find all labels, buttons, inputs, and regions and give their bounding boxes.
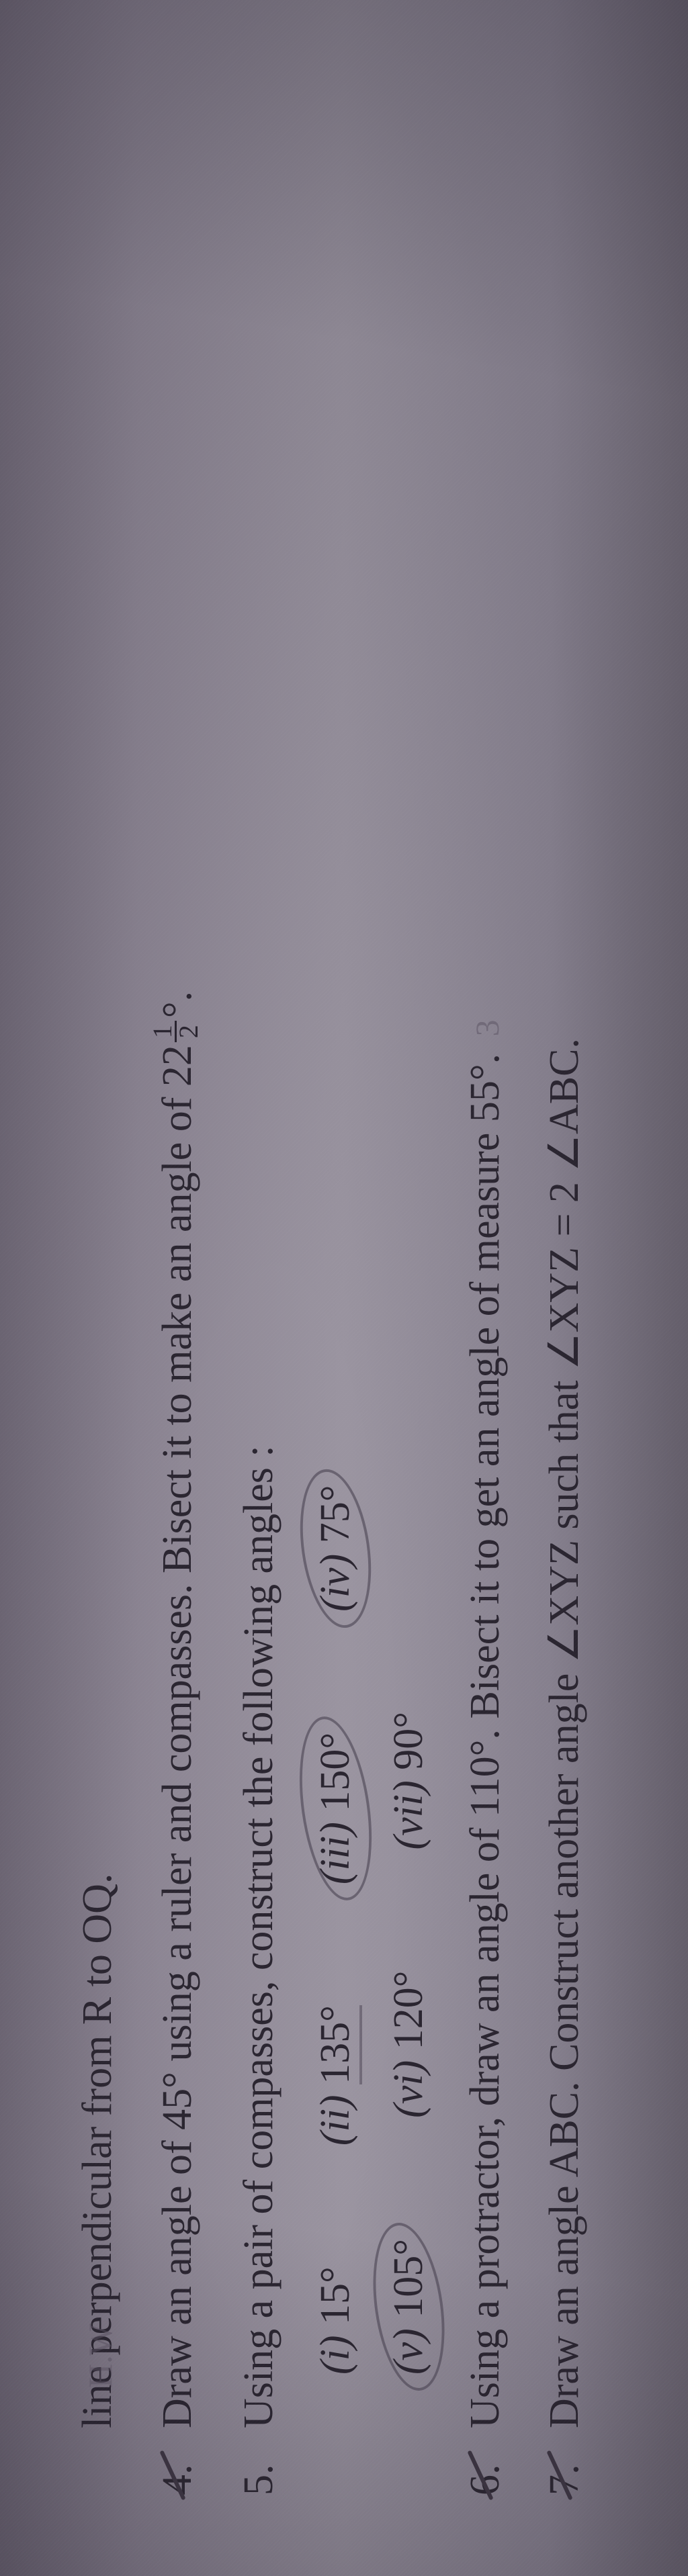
opt-val: 135° bbox=[312, 2005, 358, 2084]
q5-opt-iv: (iv) 75° bbox=[312, 1485, 359, 1612]
q6-number: 6. bbox=[458, 2428, 513, 2495]
question-6: 6. Using a protractor, draw an angle of … bbox=[458, 81, 513, 2495]
opt-label: (ii) bbox=[312, 2095, 358, 2146]
intro-text: line perpendicular from R to OQ. bbox=[71, 81, 125, 2428]
q4-text-b: °. bbox=[155, 991, 200, 1018]
q4-number: 4. bbox=[150, 2428, 205, 2495]
q4-fraction: 12 bbox=[150, 1021, 201, 1042]
q5-options-row1: (i) 15° (ii) 135° (iii) 150° (iv) 75° bbox=[312, 81, 359, 2375]
q5-opt-i: (i) 15° bbox=[312, 2266, 359, 2375]
intro-line: line perpendicular from R to OQ. bbox=[71, 81, 125, 2495]
pencil-scribble-end6: 3 bbox=[468, 1019, 506, 1036]
opt-val: 105° bbox=[386, 2239, 431, 2318]
q4-text-a: Draw an angle of 45° using a ruler and c… bbox=[155, 1087, 200, 2428]
q4-frac-prefix: 22 bbox=[155, 1045, 200, 1087]
q7-number: 7. bbox=[538, 2428, 592, 2495]
question-7: 7. Draw an angle ABC. Construct another … bbox=[538, 81, 592, 2495]
opt-label: (vi) bbox=[386, 2060, 431, 2118]
opt-val: 90° bbox=[386, 1712, 431, 1770]
q5-opt-v: (v) 105° bbox=[385, 2239, 433, 2375]
opt-label: (vii) bbox=[386, 1780, 431, 1849]
opt-label: (i) bbox=[312, 2335, 358, 2375]
opt-label: (iv) bbox=[312, 1554, 358, 1612]
q5-opt-vi: (vi) 120° bbox=[385, 1971, 433, 2118]
q4-text: Draw an angle of 45° using a ruler and c… bbox=[150, 81, 206, 2428]
q5-number: 5. bbox=[232, 2428, 286, 2495]
opt-val: 15° bbox=[312, 2266, 358, 2325]
q7-text: Draw an angle ABC. Construct another ang… bbox=[538, 81, 592, 2428]
q5-opt-vii: (vii) 90° bbox=[385, 1712, 433, 1850]
opt-label: (iii) bbox=[312, 1822, 358, 1884]
question-4: 4. Draw an angle of 45° using a ruler an… bbox=[150, 81, 206, 2495]
q5-opt-ii: (ii) 135° bbox=[312, 2005, 359, 2146]
opt-val: 75° bbox=[312, 1485, 358, 1544]
opt-label: (v) bbox=[386, 2328, 431, 2375]
q5-options-row2: (v) 105° (vi) 120° (vii) 90° bbox=[385, 81, 433, 2375]
q5-opt-iii: (iii) 150° bbox=[312, 1733, 359, 1884]
opt-val: 150° bbox=[312, 1733, 358, 1812]
q6-body: Using a protractor, draw an angle of 110… bbox=[462, 1054, 508, 2428]
question-5: 5. Using a pair of compasses, construct … bbox=[232, 81, 286, 2495]
q6-text: Using a protractor, draw an angle of 110… bbox=[458, 81, 513, 2428]
pencil-scribble-top: H.W bbox=[81, 2324, 120, 2388]
q4-frac-den: 2 bbox=[177, 1021, 201, 1042]
page-surface: H.W line perpendicular from R to OQ. 4. … bbox=[0, 0, 688, 2576]
q5-text: Using a pair of compasses, construct the… bbox=[232, 81, 286, 2428]
opt-val: 120° bbox=[386, 1971, 431, 2050]
